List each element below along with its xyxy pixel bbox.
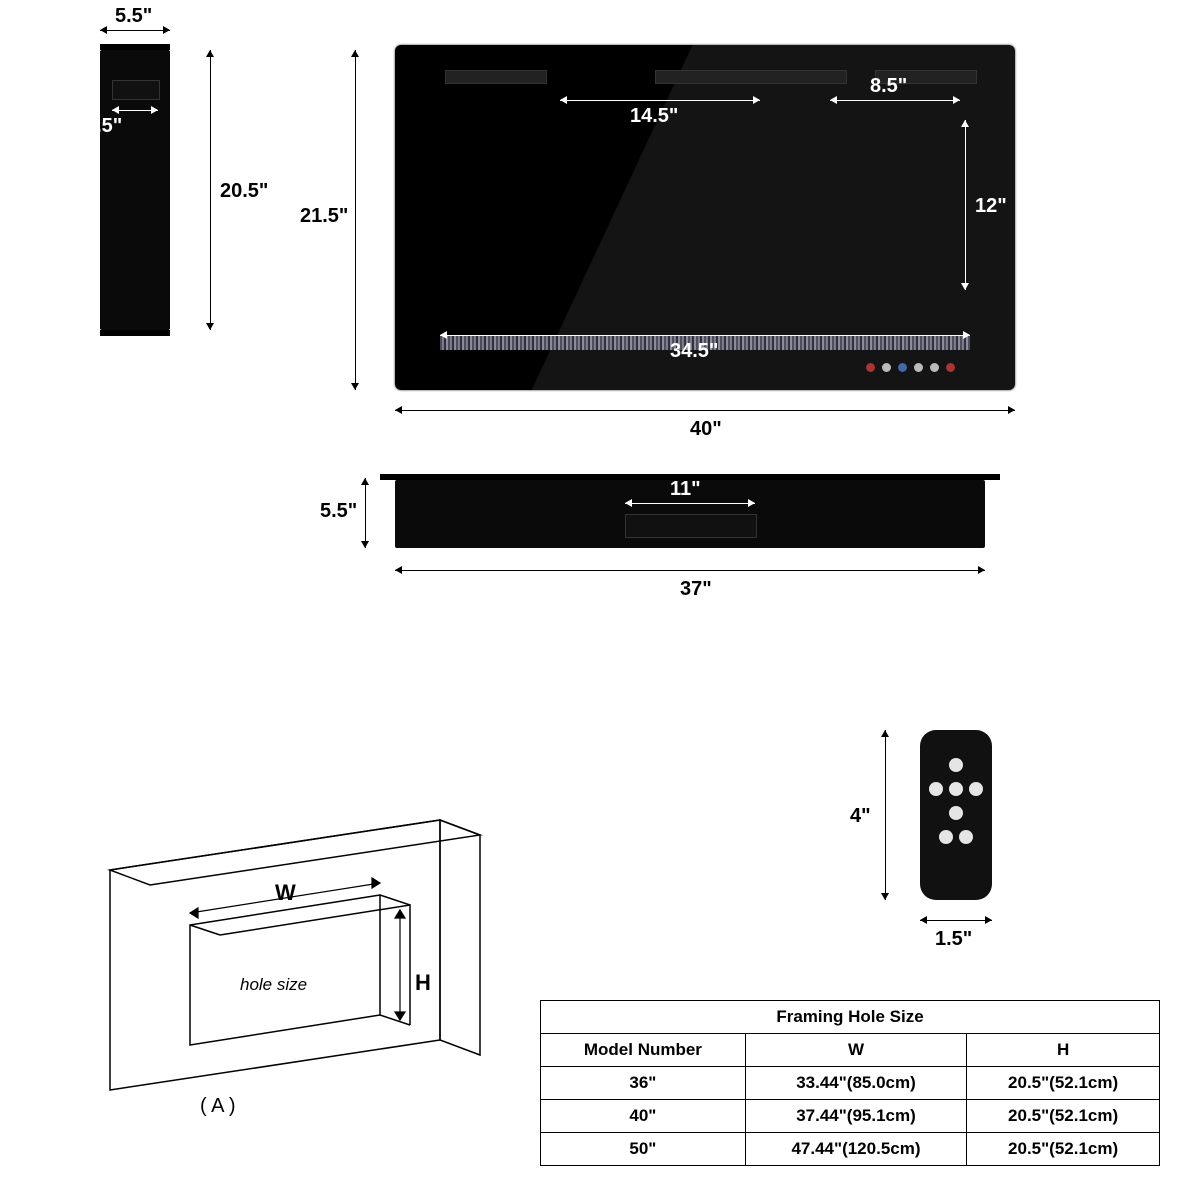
dim-arrow-top-w	[395, 570, 985, 571]
front-view-unit	[395, 45, 1015, 390]
dim-arrow-side-height	[210, 50, 211, 330]
dim-remote-w: 1.5"	[935, 928, 972, 951]
iso-h-label: H	[415, 970, 431, 996]
table-row: 50" 47.44"(120.5cm) 20.5"(52.1cm)	[541, 1133, 1160, 1166]
control-buttons	[866, 363, 955, 372]
table-row: 36" 33.44"(85.0cm) 20.5"(52.1cm)	[541, 1067, 1160, 1100]
dim-remote-h: 4"	[850, 805, 871, 828]
iso-a-label: ( A )	[200, 1095, 236, 1118]
dim-arrow-top-vent	[625, 503, 755, 504]
dim-side-inner: 3.5"	[85, 115, 122, 138]
dim-arrow-side-width	[100, 30, 170, 31]
table-title: Framing Hole Size	[541, 1001, 1160, 1034]
th-h: H	[967, 1034, 1160, 1067]
dim-arrow-top-h	[365, 478, 366, 548]
dim-front-w: 40"	[690, 418, 722, 441]
iso-w-label: W	[275, 880, 296, 906]
dim-arrow-inner-h	[965, 120, 966, 290]
th-model: Model Number	[541, 1034, 746, 1067]
framing-hole-table: Framing Hole Size Model Number W H 36" 3…	[540, 1000, 1160, 1166]
dim-arrow-remote-w	[920, 920, 992, 921]
dim-side-height: 20.5"	[220, 180, 268, 203]
dim-arrow-vent2	[830, 100, 960, 101]
dim-arrow-side-inner	[112, 110, 158, 111]
table-row: 40" 37.44"(95.1cm) 20.5"(52.1cm)	[541, 1100, 1160, 1133]
th-w: W	[745, 1034, 966, 1067]
dim-side-width: 5.5"	[115, 5, 152, 28]
dim-top-w: 37"	[680, 578, 712, 601]
dim-top-h: 5.5"	[320, 500, 357, 523]
iso-hole-label: hole size	[240, 975, 307, 995]
dim-vent1: 14.5"	[630, 105, 678, 128]
dim-arrow-vent1	[560, 100, 760, 101]
iso-frame-diagram	[60, 780, 540, 1160]
dim-inner-h: 12"	[975, 195, 1007, 218]
side-view-unit	[100, 50, 170, 330]
dim-arrow-inner-w	[440, 335, 970, 336]
dim-inner-w: 34.5"	[670, 340, 718, 363]
dim-top-vent: 11"	[670, 478, 701, 501]
dim-arrow-remote-h	[885, 730, 886, 900]
dim-vent2: 8.5"	[870, 75, 907, 98]
dim-arrow-front-w	[395, 410, 1015, 411]
remote-control	[920, 730, 992, 900]
dim-front-height: 21.5"	[300, 205, 348, 228]
dim-arrow-front-height	[355, 50, 356, 390]
